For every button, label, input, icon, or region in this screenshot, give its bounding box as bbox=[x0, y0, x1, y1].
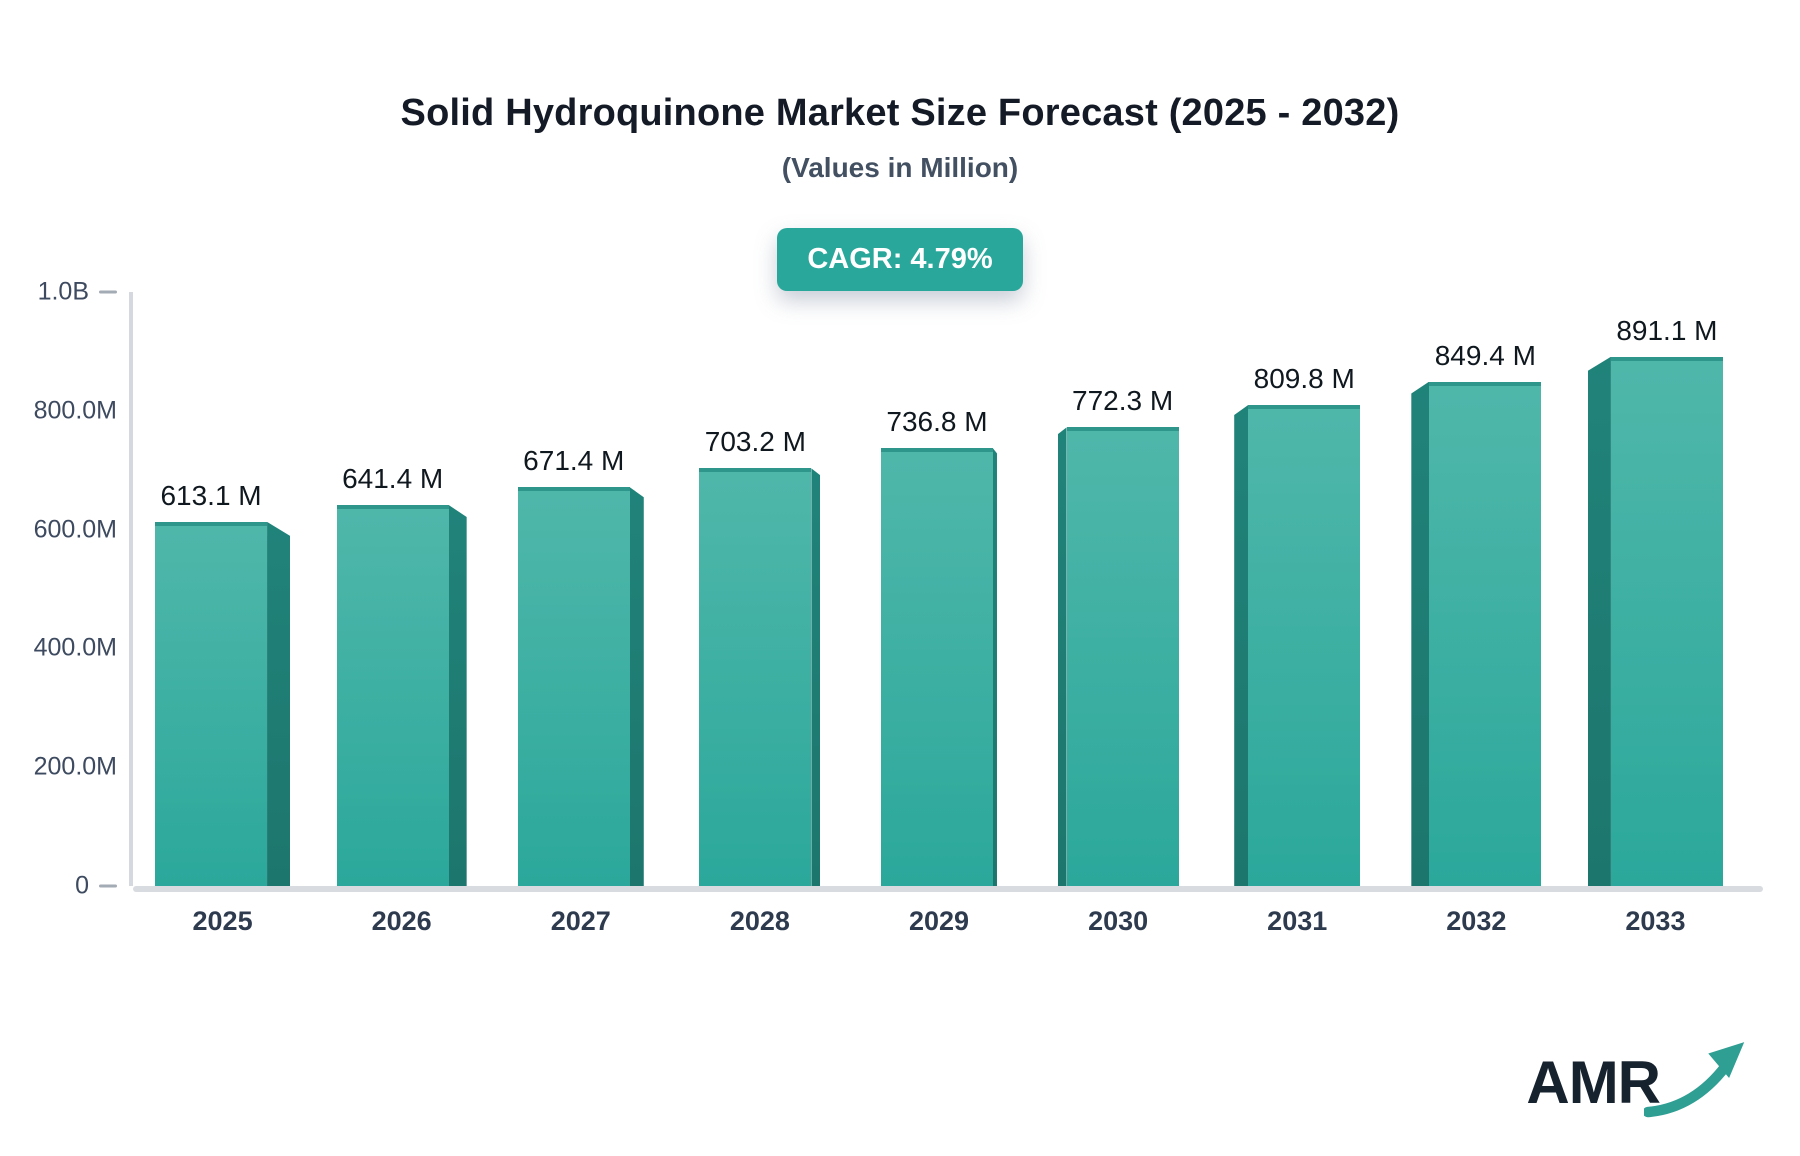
y-axis-tick-label: 0 bbox=[75, 872, 117, 901]
x-axis-label-2027: 2027 bbox=[550, 906, 611, 936]
amr-logo: AMR bbox=[1526, 1042, 1748, 1120]
bar-side-face bbox=[1057, 427, 1067, 886]
amr-logo-text: AMR bbox=[1526, 1049, 1661, 1116]
bar-front-face: 613.1 M bbox=[155, 480, 268, 886]
bar-slot-2032: 849.4 M bbox=[1387, 292, 1566, 886]
x-axis-label-2029: 2029 bbox=[908, 906, 970, 936]
bars-row: 613.1 M 641.4 M 671.4 M 703.2 M 736.8 M 772.3… bbox=[133, 292, 1745, 886]
y-axis-tick-label: 200.0M bbox=[34, 753, 117, 782]
x-axis-label-2028: 2028 bbox=[729, 906, 790, 936]
bar-front-face: 849.4 M bbox=[1429, 340, 1542, 886]
bar-front-face: 809.8 M bbox=[1248, 363, 1361, 886]
bar-value-label: 849.4 M bbox=[1434, 339, 1536, 371]
cagr-badge-wrap: CAGR: 4.79% bbox=[0, 228, 1800, 291]
bar-2025: 613.1 M bbox=[155, 480, 291, 886]
bar-front-face: 891.1 M bbox=[1610, 315, 1723, 886]
bar-front-face: 671.4 M bbox=[517, 445, 630, 886]
bar-slot-2029: 736.8 M bbox=[849, 292, 1028, 886]
bar-slot-2031: 809.8 M bbox=[1208, 292, 1387, 886]
bar-value-label: 703.2 M bbox=[704, 426, 806, 458]
bar-side-face bbox=[448, 505, 467, 886]
y-tick-mark bbox=[99, 290, 117, 294]
bar-slot-2027: 671.4 M bbox=[491, 292, 670, 886]
bar-value-label: 809.8 M bbox=[1253, 363, 1355, 394]
bar-slot-2025: 613.1 M bbox=[133, 292, 312, 886]
bar-2029: 736.8 M bbox=[880, 406, 997, 886]
bar-2031: 809.8 M bbox=[1234, 363, 1361, 886]
x-axis-label-2030: 2030 bbox=[1088, 906, 1149, 936]
bar-slot-2030: 772.3 M bbox=[1029, 292, 1208, 886]
y-axis bbox=[129, 292, 133, 886]
bar-side-face bbox=[992, 448, 997, 886]
y-tick-text: 0 bbox=[75, 871, 89, 900]
bar-side-face bbox=[1587, 356, 1611, 886]
bar-value-label: 641.4 M bbox=[342, 463, 444, 494]
y-tick-text: 600.0M bbox=[33, 515, 117, 544]
cagr-badge: CAGR: 4.79% bbox=[777, 228, 1023, 291]
x-axis-label-2025: 2025 bbox=[192, 906, 253, 936]
bar-front-face: 703.2 M bbox=[699, 426, 812, 886]
x-axis-label-2031: 2031 bbox=[1267, 906, 1328, 936]
bar-slot-2028: 703.2 M bbox=[670, 292, 849, 886]
x-axis-baseline bbox=[133, 886, 1763, 892]
bar-value-label: 891.1 M bbox=[1616, 314, 1718, 346]
x-axis-label-2032: 2032 bbox=[1446, 906, 1507, 936]
y-tick-text: 200.0M bbox=[33, 752, 117, 781]
bar-front-face: 641.4 M bbox=[336, 463, 449, 886]
y-axis-tick-label: 800.0M bbox=[34, 396, 117, 425]
bar-2028: 703.2 M bbox=[699, 426, 821, 886]
x-axis-label-2026: 2026 bbox=[371, 906, 432, 936]
bar-2033: 891.1 M bbox=[1587, 315, 1723, 886]
page-subtitle: (Values in Million) bbox=[781, 152, 1019, 183]
plot-area: 1.0B 800.0M 600.0M 400.0M 200.0M 0 613.1 M 641… bbox=[34, 278, 1745, 900]
bar-front-face: 772.3 M bbox=[1066, 385, 1179, 886]
bar-side-face bbox=[1234, 405, 1249, 886]
bar-value-label: 613.1 M bbox=[160, 479, 262, 511]
bar-side-face bbox=[811, 468, 821, 886]
y-axis-labels: 1.0B 800.0M 600.0M 400.0M 200.0M 0 bbox=[0, 278, 117, 900]
bar-slot-2026: 641.4 M bbox=[312, 292, 491, 886]
bar-side-face bbox=[629, 487, 644, 886]
x-axis-label-2033: 2033 bbox=[1625, 906, 1686, 936]
bar-slot-2033: 891.1 M bbox=[1566, 292, 1745, 886]
y-tick-text: 400.0M bbox=[33, 633, 117, 662]
x-axis-labels: 2025 2026 2027 2028 2029 2030 2031 2032 2033 bbox=[133, 906, 1745, 937]
bar-value-label: 671.4 M bbox=[523, 445, 625, 477]
bar-2027: 671.4 M bbox=[517, 445, 644, 886]
bar-front-face: 736.8 M bbox=[880, 406, 993, 886]
bar-2026: 641.4 M bbox=[336, 463, 467, 886]
bar-value-label: 772.3 M bbox=[1072, 385, 1174, 417]
page-title: Solid Hydroquinone Market Size Forecast … bbox=[400, 92, 1400, 134]
bar-side-face bbox=[1411, 381, 1430, 886]
y-axis-tick-label: 400.0M bbox=[34, 634, 117, 663]
y-axis-tick-label: 1.0B bbox=[38, 278, 117, 307]
bar-2032: 849.4 M bbox=[1411, 340, 1542, 886]
bar-2030: 772.3 M bbox=[1057, 385, 1179, 886]
bar-value-label: 736.8 M bbox=[886, 406, 988, 438]
y-tick-text: 800.0M bbox=[33, 396, 117, 425]
y-tick-mark bbox=[99, 884, 117, 888]
y-axis-tick-label: 600.0M bbox=[34, 515, 117, 544]
bar-side-face bbox=[267, 521, 291, 886]
y-tick-text: 1.0B bbox=[37, 277, 89, 306]
trend-up-arrow-icon bbox=[1644, 1042, 1745, 1118]
